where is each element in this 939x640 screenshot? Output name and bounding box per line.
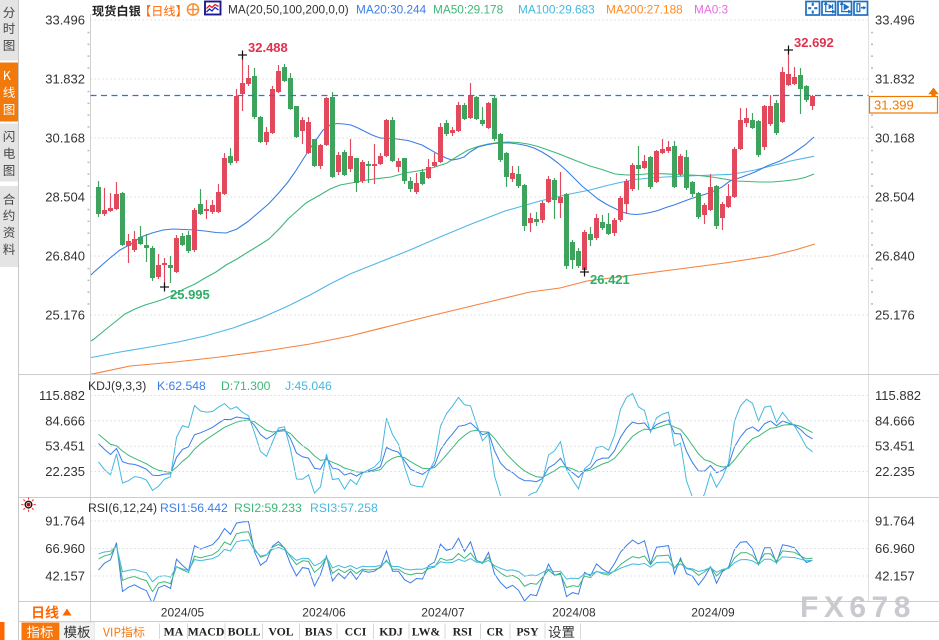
svg-text:28.504: 28.504 xyxy=(875,190,915,205)
svg-text:MA50:29.178: MA50:29.178 xyxy=(433,3,504,17)
svg-text:MA20:30.244: MA20:30.244 xyxy=(356,3,427,17)
svg-text:22.235: 22.235 xyxy=(875,464,915,479)
svg-text:25.995: 25.995 xyxy=(170,287,210,302)
svg-text:2024/07: 2024/07 xyxy=(421,606,465,620)
svg-text:26.840: 26.840 xyxy=(45,249,85,264)
svg-text:RSI: RSI xyxy=(453,625,473,639)
svg-text:33.496: 33.496 xyxy=(875,13,915,28)
svg-text:2024/09: 2024/09 xyxy=(691,606,735,620)
svg-text:J:45.046: J:45.046 xyxy=(285,379,332,393)
svg-text:RSI(6,12,24): RSI(6,12,24) xyxy=(88,501,157,515)
svg-text:66.960: 66.960 xyxy=(875,541,915,556)
svg-text:RSI3:57.258: RSI3:57.258 xyxy=(310,501,378,515)
svg-text:26.421: 26.421 xyxy=(590,272,630,287)
svg-text:66.960: 66.960 xyxy=(45,541,85,556)
svg-text:CCI: CCI xyxy=(345,625,367,639)
svg-text:84.666: 84.666 xyxy=(45,413,85,428)
svg-text:30.168: 30.168 xyxy=(45,131,85,146)
svg-text:31.399: 31.399 xyxy=(874,98,914,113)
svg-text:KDJ: KDJ xyxy=(379,625,403,639)
svg-text:MA: MA xyxy=(164,625,184,639)
svg-text:CR: CR xyxy=(486,625,504,639)
svg-text:MACD: MACD xyxy=(188,625,225,639)
svg-text:22.235: 22.235 xyxy=(45,464,85,479)
svg-text:25.176: 25.176 xyxy=(875,308,915,323)
svg-text:30.168: 30.168 xyxy=(875,131,915,146)
svg-text:42.157: 42.157 xyxy=(45,569,85,584)
svg-text:32.488: 32.488 xyxy=(248,40,288,55)
svg-text:32.692: 32.692 xyxy=(794,35,834,50)
svg-text:PSY: PSY xyxy=(516,625,539,639)
svg-text:31.832: 31.832 xyxy=(875,72,915,87)
svg-text:LW&: LW& xyxy=(412,625,441,639)
svg-text:28.504: 28.504 xyxy=(45,190,85,205)
svg-text:KDJ(9,3,3): KDJ(9,3,3) xyxy=(88,379,146,393)
svg-text:MA100:29.683: MA100:29.683 xyxy=(518,3,595,17)
svg-text:2024/08: 2024/08 xyxy=(552,606,596,620)
svg-text:84.666: 84.666 xyxy=(875,413,915,428)
svg-text:BOLL: BOLL xyxy=(228,625,261,639)
svg-text:2024/05: 2024/05 xyxy=(161,606,205,620)
svg-text:D:71.300: D:71.300 xyxy=(221,379,271,393)
svg-text:33.496: 33.496 xyxy=(45,13,85,28)
svg-text:26.840: 26.840 xyxy=(875,249,915,264)
svg-text:91.764: 91.764 xyxy=(875,514,915,529)
svg-text:RSI2:59.233: RSI2:59.233 xyxy=(234,501,302,515)
svg-text:MA200:27.188: MA200:27.188 xyxy=(606,3,683,17)
svg-text:VOL: VOL xyxy=(268,625,293,639)
svg-text:115.882: 115.882 xyxy=(875,388,921,403)
svg-text:31.832: 31.832 xyxy=(45,72,85,87)
svg-text:115.882: 115.882 xyxy=(39,388,85,403)
svg-text:BIAS: BIAS xyxy=(305,625,333,639)
svg-text:53.451: 53.451 xyxy=(875,439,915,454)
svg-text:FX678: FX678 xyxy=(800,591,916,624)
svg-text:91.764: 91.764 xyxy=(45,514,85,529)
svg-text:25.176: 25.176 xyxy=(45,308,85,323)
svg-text:RSI1:56.442: RSI1:56.442 xyxy=(160,501,228,515)
svg-text:MA0:3: MA0:3 xyxy=(694,3,729,17)
svg-text:2024/06: 2024/06 xyxy=(302,606,346,620)
svg-text:53.451: 53.451 xyxy=(45,439,85,454)
svg-text:MA(20,50,100,200,0,0): MA(20,50,100,200,0,0) xyxy=(228,3,349,17)
svg-text:K:62.548: K:62.548 xyxy=(157,379,206,393)
svg-text:42.157: 42.157 xyxy=(875,569,915,584)
